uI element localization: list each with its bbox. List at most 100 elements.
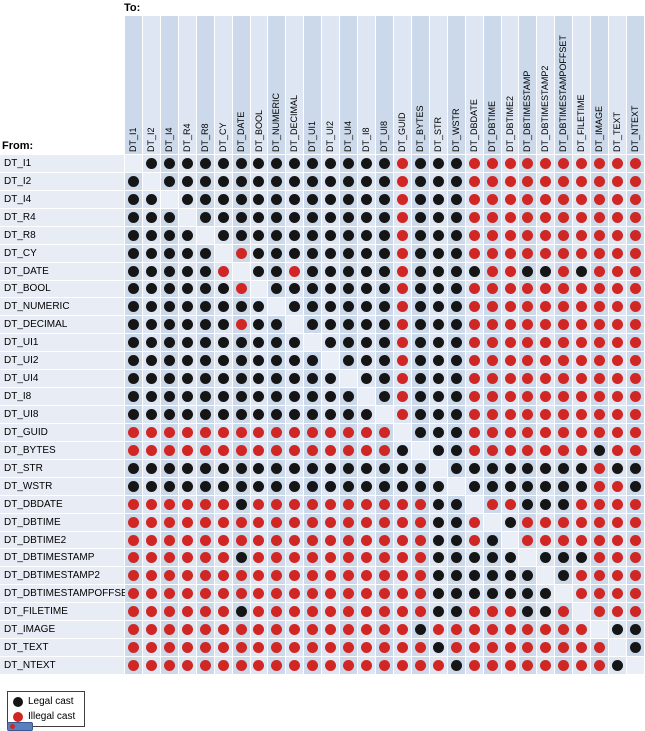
- illegal-cast-dot-icon: [127, 642, 139, 654]
- legal-cast-dot-icon: [361, 373, 373, 385]
- column-header: DT_I1: [128, 127, 138, 152]
- legal-cast-dot-icon: [396, 462, 408, 474]
- matrix-cell: [125, 172, 143, 191]
- legal-cast-dot-icon: [271, 265, 283, 277]
- illegal-cast-dot-icon: [289, 426, 301, 438]
- legal-cast-dot-icon: [199, 408, 211, 420]
- legal-cast-dot-icon: [163, 373, 175, 385]
- legal-cast-dot-icon: [504, 462, 516, 474]
- matrix-cell: [447, 441, 466, 460]
- legal-cast-dot-icon: [235, 498, 247, 510]
- matrix-cell: [609, 190, 628, 209]
- illegal-cast-dot-icon: [163, 516, 175, 528]
- illegal-cast-dot-icon: [271, 642, 283, 654]
- matrix-cell: [465, 244, 484, 263]
- illegal-cast-dot-icon: [558, 229, 570, 241]
- legal-cast-dot-icon: [145, 480, 157, 492]
- matrix-cell: [555, 513, 574, 532]
- matrix-cell: [268, 513, 287, 532]
- matrix-cell: [178, 585, 197, 604]
- matrix-cell: [393, 549, 412, 568]
- legal-cast-dot-icon: [343, 480, 355, 492]
- column-header-stripe: [393, 16, 412, 155]
- matrix-cell: [501, 441, 520, 460]
- matrix-cell: [142, 423, 161, 442]
- illegal-cast-dot-icon: [594, 337, 606, 349]
- legal-cast-dot-icon: [217, 462, 229, 474]
- illegal-cast-dot-icon: [432, 624, 444, 636]
- matrix-cell: [250, 657, 269, 675]
- matrix-cell: [304, 244, 323, 263]
- illegal-cast-dot-icon: [540, 426, 552, 438]
- matrix-cell: [411, 603, 430, 622]
- illegal-cast-dot-icon: [468, 355, 480, 367]
- row-label: DT_DBTIMESTAMP2: [0, 567, 124, 586]
- matrix-cell: [483, 190, 502, 209]
- legal-cast-dot-icon: [414, 265, 426, 277]
- illegal-cast-dot-icon: [325, 444, 337, 456]
- matrix-cell: [322, 657, 341, 675]
- matrix-cell: [304, 459, 323, 478]
- matrix-cell: [268, 244, 287, 263]
- matrix-cell: [519, 298, 538, 317]
- matrix-cell: [609, 244, 628, 263]
- matrix-cell: [340, 621, 359, 640]
- matrix-cell: [214, 585, 233, 604]
- illegal-cast-dot-icon: [361, 426, 373, 438]
- matrix-cell: [358, 298, 377, 317]
- illegal-cast-dot-icon: [576, 570, 588, 582]
- legal-cast-dot-icon: [145, 355, 157, 367]
- legal-cast-dot-icon: [522, 462, 534, 474]
- matrix-cell: [142, 567, 161, 586]
- column-header-stripe: [125, 16, 143, 155]
- matrix-cell: [519, 477, 538, 496]
- illegal-cast-dot-icon: [181, 552, 193, 564]
- illegal-cast-dot-icon: [396, 552, 408, 564]
- illegal-cast-dot-icon: [450, 642, 462, 654]
- illegal-cast-dot-icon: [145, 426, 157, 438]
- illegal-cast-dot-icon: [468, 642, 480, 654]
- matrix-cell: [232, 352, 251, 371]
- matrix-cell: [609, 495, 628, 514]
- illegal-cast-dot-icon: [307, 444, 319, 456]
- matrix-cell: [573, 226, 592, 245]
- matrix-cell: [537, 155, 556, 173]
- matrix-cell: [447, 352, 466, 371]
- matrix-cell: [465, 657, 484, 675]
- matrix-cell: [429, 657, 448, 675]
- matrix-cell: [627, 585, 645, 604]
- illegal-cast-dot-icon: [594, 229, 606, 241]
- matrix-cell: [447, 567, 466, 586]
- legal-cast-dot-icon: [199, 355, 211, 367]
- legal-cast-dot-icon: [289, 193, 301, 205]
- matrix-cell: [411, 262, 430, 281]
- illegal-cast-dot-icon: [271, 444, 283, 456]
- legal-cast-dot-icon: [343, 193, 355, 205]
- matrix-cell: [501, 603, 520, 622]
- legend-label-illegal: Illegal cast: [28, 711, 76, 722]
- matrix-cell: [376, 244, 394, 263]
- column-header: DT_IMAGE: [594, 105, 605, 152]
- matrix-cell: [483, 549, 502, 568]
- illegal-cast-dot-icon: [594, 534, 606, 546]
- matrix-cell: [483, 208, 502, 227]
- legal-cast-dot-icon: [414, 283, 426, 295]
- matrix-cell: [483, 585, 502, 604]
- matrix-cell: [591, 244, 610, 263]
- legal-cast-dot-icon: [558, 462, 570, 474]
- matrix-cell: [501, 531, 520, 550]
- matrix-cell: [196, 477, 215, 496]
- matrix-cell: [232, 406, 251, 424]
- matrix-cell: [501, 406, 520, 424]
- matrix-cell: [214, 423, 233, 442]
- legal-cast-dot-icon: [576, 552, 588, 564]
- matrix-cell: [250, 316, 269, 335]
- illegal-cast-dot-icon: [235, 570, 247, 582]
- legal-cast-dot-icon: [307, 480, 319, 492]
- matrix-cell: [591, 172, 610, 191]
- illegal-cast-dot-icon: [558, 319, 570, 331]
- matrix-cell: [340, 513, 359, 532]
- matrix-cell: [322, 441, 341, 460]
- row-label: DT_DBTIMESTAMP: [0, 549, 124, 568]
- illegal-cast-dot-icon: [468, 408, 480, 420]
